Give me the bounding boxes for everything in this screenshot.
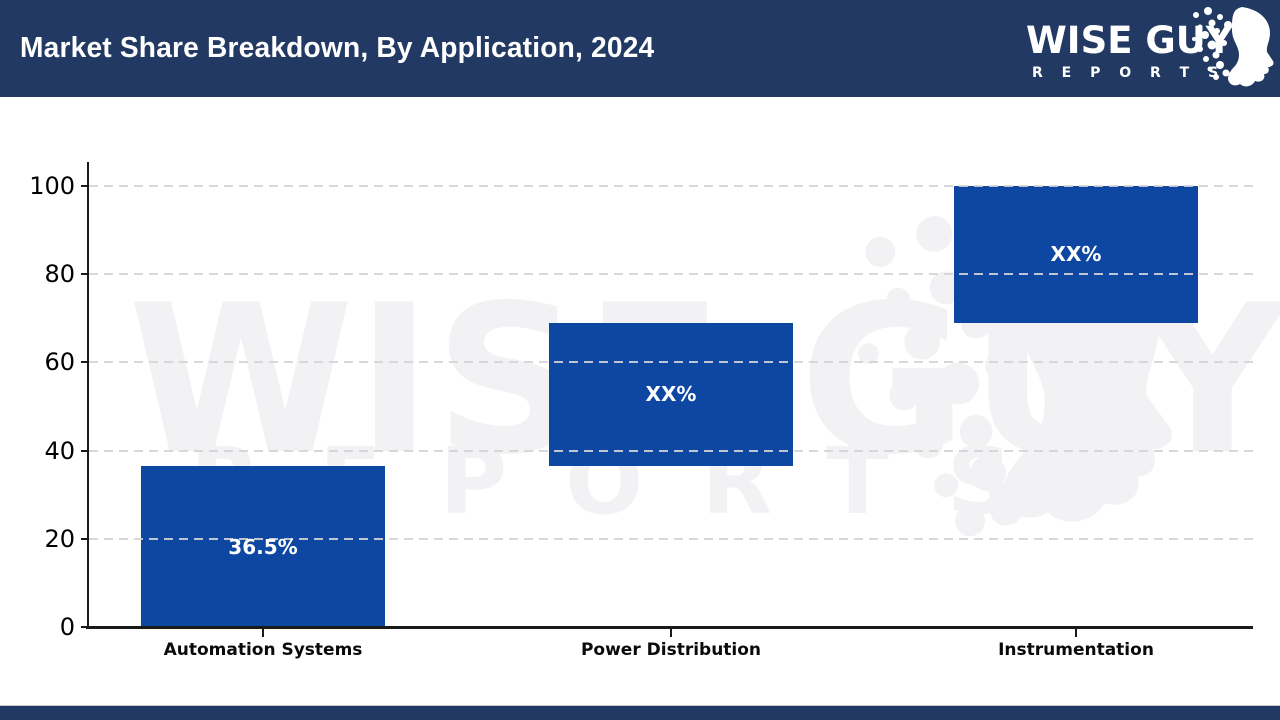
gridline-y80 (89, 273, 1253, 276)
x-axis-tick (262, 629, 264, 637)
y-axis-tick-label: 40 (44, 436, 75, 465)
y-axis-tick-label: 20 (44, 524, 75, 553)
x-axis-line (86, 626, 1253, 629)
bar-value-label: XX% (1050, 242, 1102, 267)
x-axis-category-label: Power Distribution (580, 640, 762, 660)
bar-value-label: XX% (645, 382, 697, 407)
y-axis-tick (81, 185, 89, 187)
gridline-y40 (89, 449, 1253, 452)
gridline-y100 (89, 185, 1253, 187)
y-axis-tick-label: 0 (59, 613, 75, 641)
x-axis-tick (670, 629, 672, 637)
x-axis-category-label: Instrumentation (998, 640, 1154, 660)
gridline-y20 (89, 537, 1253, 540)
y-axis-tick (81, 273, 89, 276)
logo-subtext: R E P O R T S (1032, 65, 1225, 81)
y-axis-tick (81, 361, 89, 364)
logo-face-dots-icon (1192, 6, 1274, 86)
page-title: Market Share Breakdown, By Application, … (20, 32, 655, 64)
y-axis-tick-label: 100 (29, 172, 75, 200)
y-axis-tick (81, 449, 89, 452)
header-bar: Market Share Breakdown, By Application, … (0, 0, 1280, 97)
bar-power-distribution (549, 322, 793, 467)
wise-guy-logo-graphic: WISE GUY R E P O R T S (1026, 6, 1274, 86)
y-axis-tick-label: 60 (44, 348, 75, 377)
footer-bar (0, 705, 1280, 720)
bar-value-label: 36.5% (228, 534, 298, 559)
bar-automation-systems (141, 466, 385, 627)
y-axis-tick (81, 626, 89, 628)
gridline-y60 (89, 361, 1253, 364)
wise-guy-logo: WISE GUY R E P O R T S (1024, 5, 1274, 93)
y-axis-tick (81, 537, 89, 540)
y-axis-line (87, 162, 89, 629)
logo-face-profile (1228, 6, 1274, 86)
x-axis-tick (1075, 629, 1077, 637)
x-axis-category-label: Automation Systems (163, 640, 363, 660)
y-axis-tick-label: 80 (44, 260, 75, 289)
